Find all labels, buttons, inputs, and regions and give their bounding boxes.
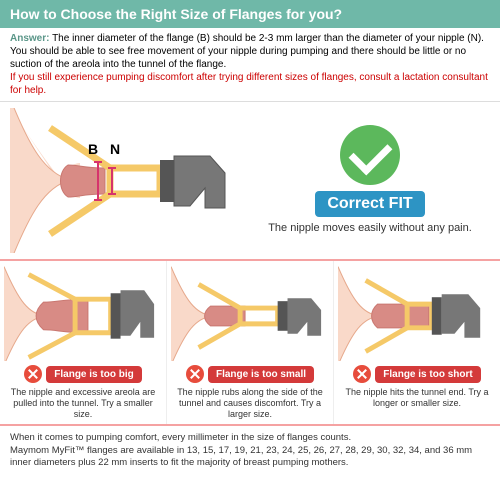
correct-fit-badge: Correct FIT: [315, 191, 424, 217]
answer-label: Answer:: [10, 33, 49, 44]
footer-line2: Maymom MyFit™ flanges are available in 1…: [10, 445, 490, 470]
x-icon: [353, 365, 371, 383]
caption-too-small: The nipple rubs along the side of the tu…: [171, 387, 329, 419]
diagram-too-big: [4, 266, 162, 361]
caption-too-short: The nipple hits the tunnel end. Try a lo…: [338, 387, 496, 409]
answer-warning: If you still experience pumping discomfo…: [10, 72, 488, 96]
label-b: B: [88, 141, 98, 157]
badge-too-small: Flange is too small: [208, 366, 314, 383]
cell-too-short: Flange is too short The nipple hits the …: [334, 261, 500, 424]
diagram-too-small: [171, 266, 329, 361]
x-icon: [186, 365, 204, 383]
caption-too-big: The nipple and excessive areola are pull…: [4, 387, 162, 419]
wrong-fit-row: Flange is too big The nipple and excessi…: [0, 259, 500, 426]
diagram-too-short: [338, 266, 496, 361]
footer-line1: When it comes to pumping comfort, every …: [10, 432, 490, 444]
badge-too-big: Flange is too big: [46, 366, 141, 383]
label-n: N: [110, 141, 120, 157]
footer: When it comes to pumping comfort, every …: [0, 426, 500, 475]
correct-fit-caption: The nipple moves easily without any pain…: [250, 221, 490, 235]
correct-fit-box: Correct FIT The nipple moves easily with…: [250, 125, 490, 235]
x-icon: [24, 365, 42, 383]
check-icon: [340, 125, 400, 185]
answer-body: The inner diameter of the flange (B) sho…: [10, 33, 484, 70]
cell-too-big: Flange is too big The nipple and excessi…: [0, 261, 167, 424]
correct-fit-diagram: B N: [10, 108, 240, 253]
badge-too-short: Flange is too short: [375, 366, 480, 383]
cell-too-small: Flange is too small The nipple rubs alon…: [167, 261, 334, 424]
answer-block: Answer: The inner diameter of the flange…: [0, 28, 500, 102]
top-row: B N Correct FIT The nipple moves easily …: [0, 102, 500, 259]
page-title: How to Choose the Right Size of Flanges …: [0, 0, 500, 28]
